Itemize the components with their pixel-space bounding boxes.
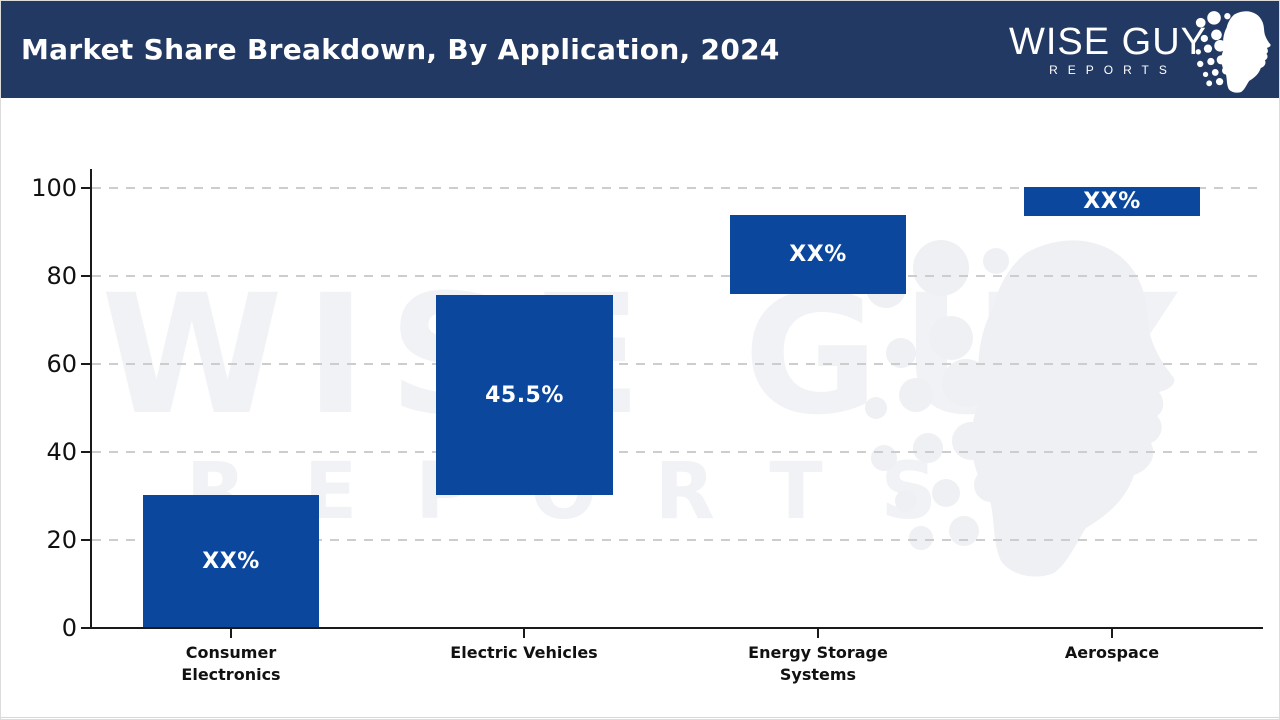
x-axis-line <box>90 627 1263 629</box>
chart-title: Market Share Breakdown, By Application, … <box>21 33 780 66</box>
bar-energy-storage-systems: XX% <box>730 215 906 294</box>
gridline-60 <box>92 363 1263 365</box>
y-tick-label-60: 60 <box>46 350 77 378</box>
x-label-electric-vehicles: Electric Vehicles <box>450 643 598 662</box>
logo-text: WISE GUY REPORTS <box>1009 23 1207 77</box>
bar-value-label: XX% <box>202 549 260 574</box>
gridline-20 <box>92 539 1263 541</box>
x-label-energy-storage-systems: Energy Storage Systems <box>748 643 888 684</box>
x-tick-electric-vehicles <box>523 629 525 638</box>
y-tick-label-100: 100 <box>31 174 77 202</box>
y-tick-100 <box>81 187 90 189</box>
bar-value-label: XX% <box>1083 189 1141 214</box>
bar-aerospace: XX% <box>1024 187 1200 216</box>
y-tick-60 <box>81 363 90 365</box>
y-tick-40 <box>81 451 90 453</box>
x-label-consumer-electronics: Consumer Electronics <box>181 643 281 684</box>
y-tick-80 <box>81 275 90 277</box>
gridline-40 <box>92 451 1263 453</box>
x-tick-consumer-electronics <box>230 629 232 638</box>
y-tick-0 <box>81 627 90 629</box>
x-label-aerospace: Aerospace <box>1064 643 1160 662</box>
y-tick-label-40: 40 <box>46 438 77 466</box>
bar-electric-vehicles: 45.5% <box>436 295 613 495</box>
head-profile-icon <box>1195 10 1271 93</box>
x-tick-energy-storage-systems <box>817 629 819 638</box>
bottom-divider <box>1 717 1279 718</box>
logo-wordmark: WISE GUY <box>1008 20 1207 63</box>
logo-subtitle: REPORTS <box>1049 62 1177 77</box>
y-axis-line <box>90 169 92 629</box>
y-tick-label-0: 0 <box>61 614 77 642</box>
gridline-100 <box>92 187 1263 189</box>
gridline-80 <box>92 275 1263 277</box>
wise-guy-logo: WISE GUY REPORTS <box>1009 1 1271 98</box>
y-tick-label-80: 80 <box>46 262 77 290</box>
y-tick-label-20: 20 <box>46 526 77 554</box>
bar-consumer-electronics: XX% <box>143 495 319 628</box>
y-tick-20 <box>81 539 90 541</box>
header-band: Market Share Breakdown, By Application, … <box>1 1 1279 98</box>
bar-value-label: XX% <box>789 242 847 267</box>
bar-value-label: 45.5% <box>485 382 564 408</box>
x-tick-aerospace <box>1111 629 1113 638</box>
